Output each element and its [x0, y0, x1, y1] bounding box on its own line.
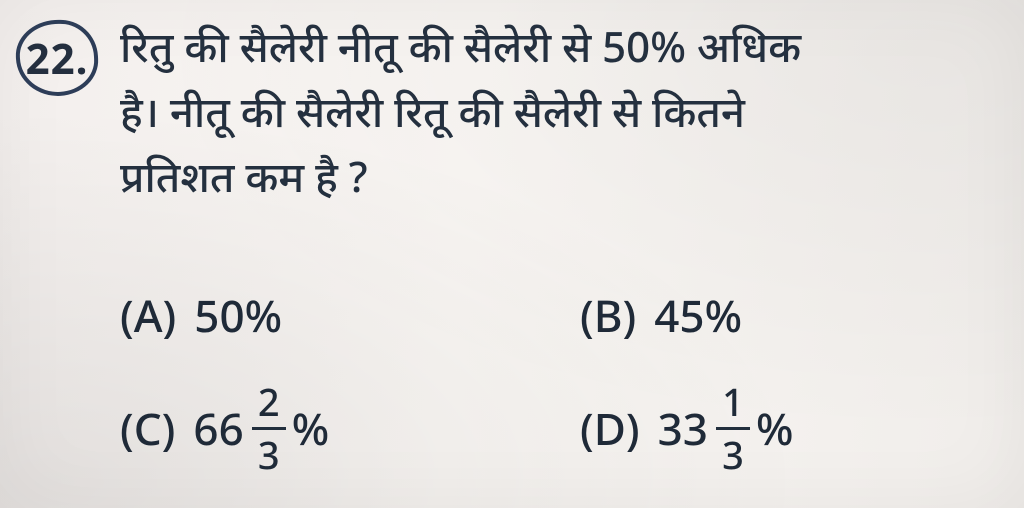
question-number: 22.	[16, 20, 98, 96]
option-C: (C) 66 2 3 %	[120, 381, 580, 476]
option-D: (D) 33 1 3 %	[580, 381, 793, 476]
option-D-fraction: 1 3	[716, 381, 750, 476]
option-A-value: 50%	[194, 285, 282, 345]
option-B-value: 45%	[654, 285, 742, 345]
option-C-fraction: 2 3	[252, 381, 286, 476]
question-line-2: है। नीतू की सैलेरी रितू की सैलेरी से कित…	[120, 79, 1000, 144]
option-C-label: (C)	[120, 398, 175, 458]
options-row-2: (C) 66 2 3 % (D) 33 1	[120, 373, 1000, 483]
option-D-value: 33 1 3 %	[658, 381, 794, 476]
option-C-denominator: 3	[252, 434, 286, 476]
option-C-numerator: 2	[252, 381, 286, 423]
option-D-percent: %	[756, 398, 794, 458]
option-C-value: 66 2 3 %	[193, 381, 329, 476]
option-D-numerator: 1	[716, 381, 750, 423]
option-A: (A) 50%	[120, 285, 580, 345]
exam-page: 22. रितु की सैलेरी नीतू की सैलेरी से 50%…	[0, 0, 1024, 508]
option-C-whole: 66	[193, 398, 243, 458]
question-line-1: रितु की सैलेरी नीतू की सैलेरी से 50% अधि…	[120, 14, 1000, 79]
option-C-percent: %	[292, 398, 330, 458]
option-B-label: (B)	[580, 285, 636, 345]
options-block: (A) 50% (B) 45% (C) 66 2 3 %	[120, 285, 1000, 508]
option-D-label: (D)	[580, 398, 640, 458]
options-row-1: (A) 50% (B) 45%	[120, 285, 1000, 345]
option-A-label: (A)	[120, 285, 176, 345]
question-text: रितु की सैलेरी नीतू की सैलेरी से 50% अधि…	[120, 14, 1000, 209]
question-line-3: प्रतिशत कम है ?	[120, 144, 1000, 209]
option-D-whole: 33	[658, 398, 708, 458]
question-number-wrap: 22.	[16, 20, 106, 100]
option-D-denominator: 3	[716, 434, 750, 476]
option-B: (B) 45%	[580, 285, 742, 345]
